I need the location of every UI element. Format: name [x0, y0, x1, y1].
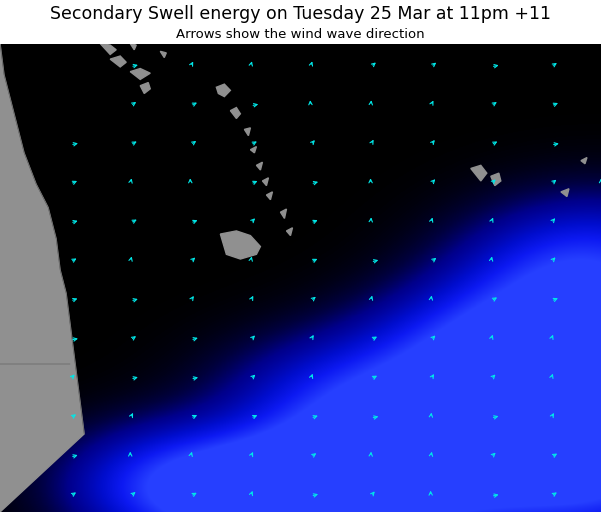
Polygon shape: [257, 162, 263, 170]
Text: Arrows show the wind wave direction: Arrows show the wind wave direction: [176, 28, 425, 41]
Text: Secondary Swell energy on Tuesday 25 Mar at 11pm +11: Secondary Swell energy on Tuesday 25 Mar…: [50, 5, 551, 23]
Polygon shape: [581, 158, 587, 164]
Polygon shape: [266, 192, 272, 200]
Polygon shape: [230, 108, 240, 118]
Polygon shape: [130, 69, 150, 79]
Polygon shape: [0, 44, 84, 512]
Polygon shape: [263, 178, 269, 186]
Polygon shape: [287, 228, 293, 236]
Polygon shape: [471, 165, 487, 181]
Polygon shape: [245, 128, 251, 136]
Polygon shape: [110, 56, 126, 67]
Polygon shape: [160, 51, 166, 57]
Polygon shape: [221, 231, 260, 259]
Polygon shape: [100, 44, 116, 54]
Polygon shape: [251, 146, 257, 153]
Polygon shape: [216, 84, 230, 97]
Polygon shape: [140, 82, 150, 94]
Polygon shape: [561, 189, 569, 197]
Polygon shape: [491, 173, 501, 186]
Polygon shape: [130, 44, 136, 50]
Polygon shape: [281, 209, 287, 219]
